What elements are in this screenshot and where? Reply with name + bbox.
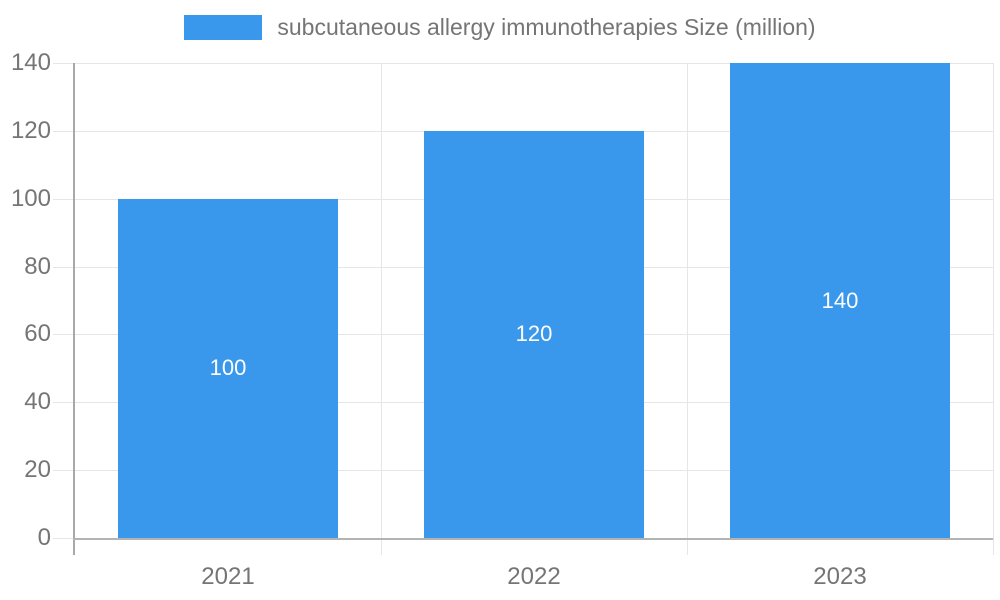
x-separator-line: [993, 63, 994, 555]
y-tick-mark: [53, 402, 73, 403]
y-tick-label: 0: [37, 524, 51, 551]
y-grid-line: [75, 63, 993, 64]
y-tick-mark: [53, 538, 73, 539]
bar[interactable]: [118, 199, 338, 538]
x-tick-label: 2022: [507, 563, 561, 590]
x-tick-label: 2023: [813, 563, 867, 590]
bar-value-label: 100: [209, 355, 247, 380]
y-tick-label: 80: [24, 253, 51, 280]
x-axis-line: [73, 538, 993, 540]
bar[interactable]: [424, 131, 644, 538]
y-tick-label: 140: [10, 49, 51, 76]
legend-item[interactable]: subcutaneous allergy immunotherapies Siz…: [184, 14, 816, 41]
legend: subcutaneous allergy immunotherapies Siz…: [0, 14, 1000, 41]
legend-label: subcutaneous allergy immunotherapies Siz…: [277, 14, 816, 40]
x-separator-line: [687, 63, 688, 555]
y-tick-mark: [53, 334, 73, 335]
y-tick-mark: [53, 470, 73, 471]
legend-swatch-icon: [184, 15, 263, 40]
y-tick-label: 100: [10, 185, 51, 212]
x-separator-line: [381, 63, 382, 555]
bar[interactable]: [730, 63, 950, 538]
bar-value-label: 140: [821, 288, 859, 313]
y-axis-line: [73, 63, 75, 555]
y-tick-label: 40: [24, 388, 51, 415]
y-tick-label: 120: [10, 117, 51, 144]
y-tick-label: 20: [24, 456, 51, 483]
y-tick-mark: [53, 267, 73, 268]
y-tick-mark: [53, 131, 73, 132]
y-tick-mark: [53, 63, 73, 64]
y-tick-mark: [53, 199, 73, 200]
y-tick-label: 60: [24, 320, 51, 347]
x-tick-label: 2021: [201, 563, 255, 590]
bar-value-label: 120: [515, 321, 553, 346]
